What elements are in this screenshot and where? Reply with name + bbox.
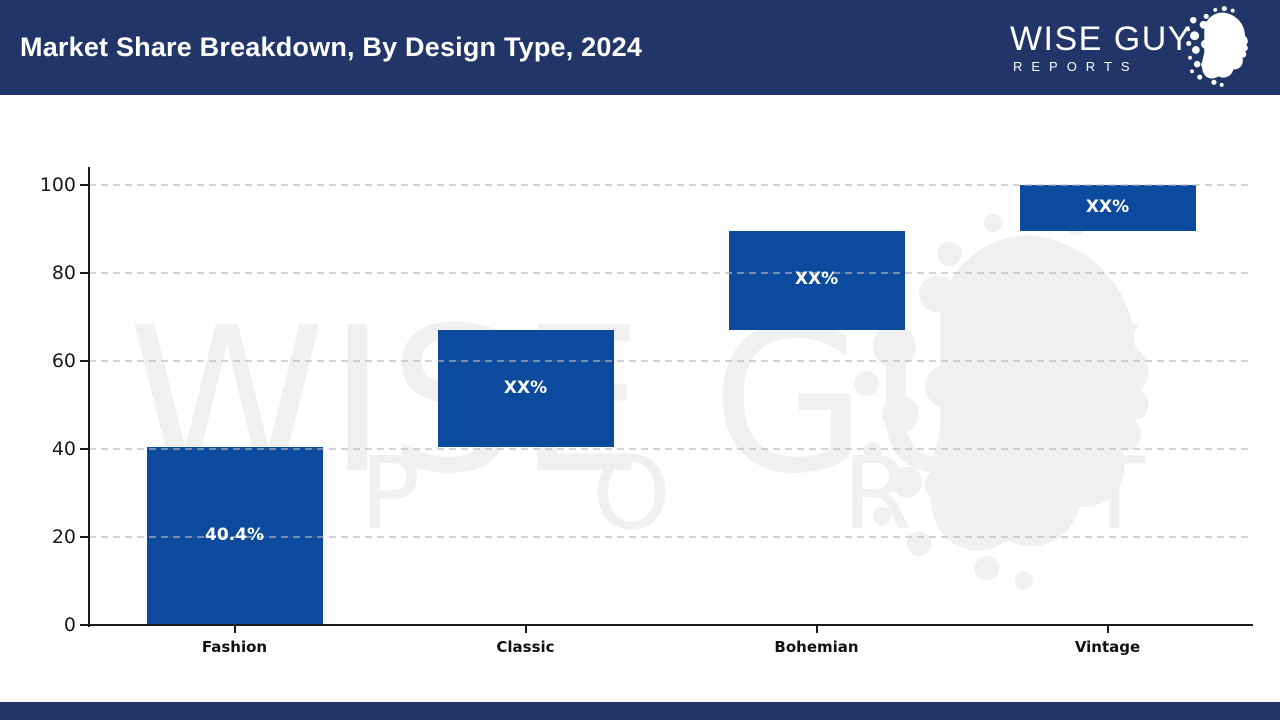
logo-wordmark: WISE GUY bbox=[1009, 19, 1192, 58]
plot-area: 0 20 40 60 80 100 40.4% Fashion XX% Classic XX% Boh… bbox=[0, 95, 1280, 702]
y-tick-mark bbox=[80, 360, 89, 362]
bar-vintage bbox=[1019, 185, 1196, 231]
y-tick-mark bbox=[80, 448, 89, 450]
y-tick-label: 40 bbox=[51, 438, 76, 460]
category-label-fashion: Fashion bbox=[201, 638, 268, 656]
bar-value-label: XX% bbox=[1085, 196, 1130, 217]
gridline-y100 bbox=[89, 184, 1253, 186]
bar-classic bbox=[437, 329, 614, 448]
y-tick-label: 60 bbox=[51, 350, 76, 372]
logo-subtitle: REPORTS bbox=[1012, 58, 1139, 74]
footer-bar bbox=[0, 702, 1280, 720]
bar-value-label: 40.4% bbox=[205, 525, 264, 546]
gridline-y20 bbox=[89, 536, 1253, 538]
y-tick-mark bbox=[80, 184, 89, 186]
y-tick-mark bbox=[80, 624, 89, 626]
x-tick-mark bbox=[524, 626, 527, 633]
x-tick-mark bbox=[815, 626, 818, 633]
y-tick-mark bbox=[80, 272, 89, 274]
category-label-vintage: Vintage bbox=[1074, 638, 1141, 656]
page-title: Market Share Breakdown, By Design Type, … bbox=[20, 32, 643, 62]
bar-value-label: XX% bbox=[503, 377, 548, 398]
x-tick-mark bbox=[233, 626, 236, 633]
logo-head-icon bbox=[1184, 6, 1262, 90]
x-tick-mark bbox=[1106, 626, 1109, 633]
header-bar: Market Share Breakdown, By Design Type, … bbox=[0, 0, 1280, 95]
chart-section: WISE GUY P O R T S 02040608010040.4%Fash… bbox=[0, 95, 1280, 702]
y-axis-line bbox=[88, 167, 90, 627]
y-tick-label: 20 bbox=[51, 526, 76, 548]
y-tick-mark bbox=[80, 536, 89, 538]
y-tick-label: 100 bbox=[39, 174, 76, 196]
x-axis-line bbox=[88, 624, 1253, 626]
gridline-y40 bbox=[89, 448, 1253, 450]
category-label-classic: Classic bbox=[496, 638, 555, 656]
gridline-y80 bbox=[89, 272, 1253, 274]
category-label-bohemian: Bohemian bbox=[774, 638, 859, 656]
y-tick-label: 80 bbox=[51, 262, 76, 284]
bar-bohemian bbox=[728, 230, 905, 330]
y-tick-label: 0 bbox=[63, 614, 76, 636]
watermark-subtitle: P O R T S bbox=[360, 435, 1280, 552]
wise-guy-reports-logo: WISE GUY REPORTS bbox=[1010, 6, 1262, 90]
gridline-y60 bbox=[89, 360, 1253, 362]
bar-value-label: XX% bbox=[794, 269, 839, 290]
